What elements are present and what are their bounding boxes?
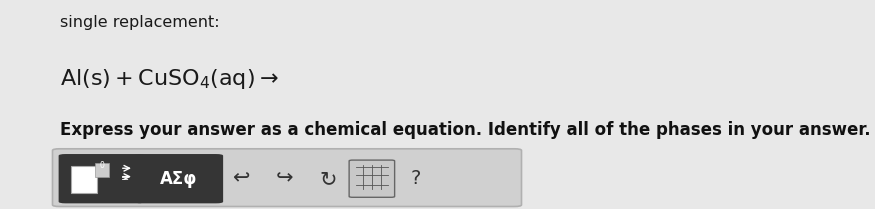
FancyBboxPatch shape <box>59 154 144 203</box>
Text: ↩: ↩ <box>232 169 249 189</box>
Text: =: = <box>121 174 130 184</box>
Text: 0: 0 <box>99 161 104 170</box>
FancyBboxPatch shape <box>135 154 223 203</box>
Text: $\mathrm{Al(s) + CuSO_4(aq) \rightarrow}$: $\mathrm{Al(s) + CuSO_4(aq) \rightarrow}… <box>60 67 278 91</box>
Text: AΣφ: AΣφ <box>160 170 198 188</box>
Text: Express your answer as a chemical equation. Identify all of the phases in your a: Express your answer as a chemical equati… <box>60 121 870 139</box>
FancyBboxPatch shape <box>349 160 395 197</box>
Text: ↪: ↪ <box>276 169 293 189</box>
Text: single replacement:: single replacement: <box>60 15 219 30</box>
Text: ↻: ↻ <box>319 169 337 189</box>
Text: ?: ? <box>410 169 421 188</box>
FancyBboxPatch shape <box>71 166 97 193</box>
FancyBboxPatch shape <box>95 163 108 177</box>
FancyBboxPatch shape <box>52 149 522 206</box>
